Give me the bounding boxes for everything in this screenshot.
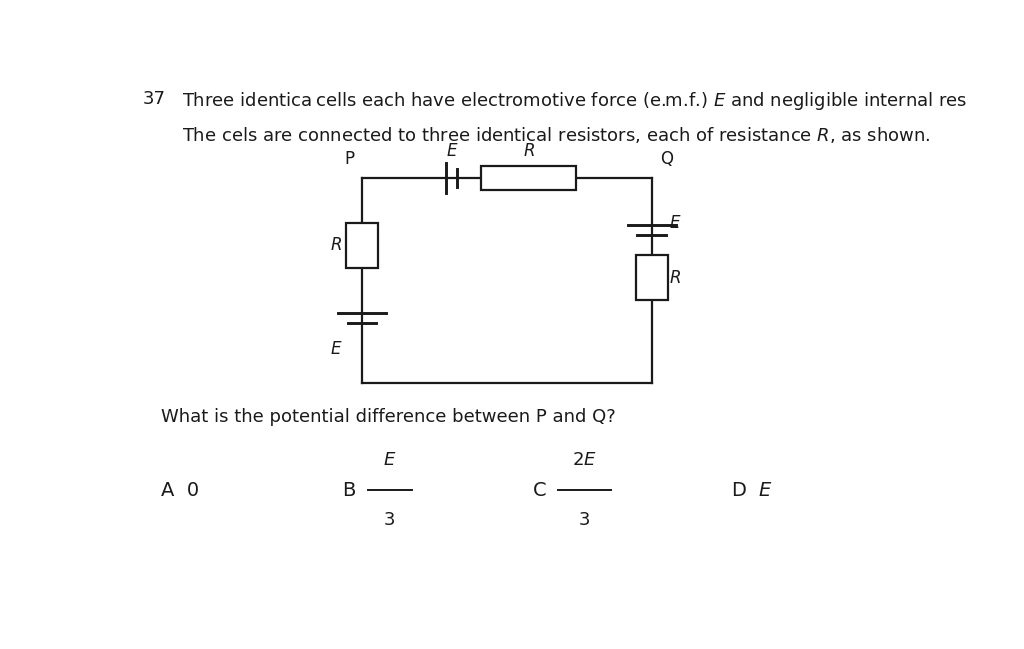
Text: The ce​ls are connected to three identical resistors, each of resistance $R$, as: The ce​ls are connected to three identic… [182,125,931,145]
Text: 3: 3 [384,511,395,529]
Text: P: P [344,150,354,168]
Text: C: C [532,481,547,500]
Bar [636,255,668,300]
Text: $E$: $E$ [445,142,458,160]
Text: 37: 37 [142,90,165,108]
Text: $E$: $E$ [330,340,342,358]
Text: $2E$: $2E$ [572,451,597,469]
Text: B: B [342,481,355,500]
Text: $R$: $R$ [523,142,535,160]
Text: What is the potential difference between P and Q?: What is the potential difference between… [162,408,616,426]
Bar [481,166,577,190]
Text: D  $E$: D $E$ [731,481,773,500]
Text: Q: Q [659,150,673,168]
Text: 3: 3 [579,511,590,529]
Text: $E$: $E$ [670,214,682,232]
Text: $R$: $R$ [331,236,342,254]
Text: $R$: $R$ [670,269,681,287]
Bar [346,223,378,268]
Text: $E$: $E$ [383,451,396,469]
Text: Three identica cells each have electromotive force (e.m.f.) $E$ and negligible i: Three identica cells each have electromo… [182,90,968,112]
Text: A  0: A 0 [162,481,200,500]
